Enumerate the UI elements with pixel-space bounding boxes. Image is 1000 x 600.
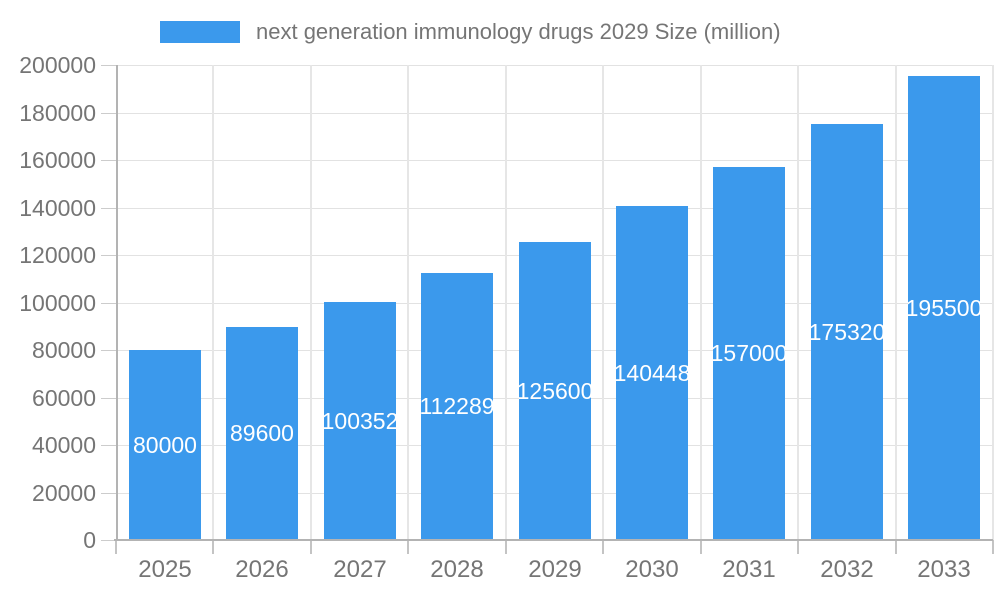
y-axis-tick-label: 120000	[19, 242, 96, 268]
bar-value-label: 80000	[133, 431, 197, 458]
bar-value-label: 125600	[519, 377, 591, 404]
y-axis-tick	[101, 350, 116, 351]
x-axis-tick-label: 2026	[235, 556, 289, 583]
y-axis-tick-label: 100000	[19, 290, 96, 316]
x-axis-tick-label: 2027	[333, 556, 387, 583]
y-axis-line	[116, 65, 118, 540]
x-axis-tick	[602, 540, 604, 554]
bar-2031[interactable]: 157000	[713, 167, 785, 540]
gridline-vertical	[992, 65, 994, 540]
bar-2025[interactable]: 80000	[129, 350, 201, 540]
bar-2033[interactable]: 195500	[908, 76, 980, 540]
y-axis-tick	[101, 65, 116, 66]
x-axis-tick	[797, 540, 799, 554]
y-axis-tick	[101, 303, 116, 304]
y-axis-tick-label: 180000	[19, 100, 96, 126]
gridline-vertical	[505, 65, 507, 540]
y-axis-tick	[101, 208, 116, 209]
y-axis-tick-label: 20000	[32, 480, 96, 506]
x-axis-line	[114, 539, 993, 541]
bar-value-label: 89600	[230, 420, 294, 446]
y-axis-tick-label: 160000	[19, 147, 96, 173]
y-axis-tick	[101, 445, 116, 446]
legend: next generation immunology drugs 2029 Si…	[160, 18, 781, 46]
y-axis-tick	[101, 398, 116, 399]
bar-value-label: 100352	[324, 407, 396, 434]
gridline-horizontal	[116, 65, 993, 66]
y-axis-tick-label: 60000	[32, 385, 96, 411]
y-axis-tick	[101, 160, 116, 161]
x-axis-tick	[505, 540, 507, 554]
gridline-vertical	[407, 65, 409, 540]
y-axis-tick-label: 140000	[19, 195, 96, 221]
gridline-horizontal	[116, 208, 993, 209]
x-axis-tick	[407, 540, 409, 554]
x-axis-tick-label: 2031	[722, 556, 776, 583]
x-axis-tick-label: 2025	[138, 556, 192, 583]
bar-2030[interactable]: 140448	[616, 206, 688, 540]
bar-value-label: 195500	[908, 294, 980, 321]
bar-2026[interactable]: 89600	[226, 327, 298, 540]
y-axis-tick-label: 40000	[32, 432, 96, 458]
y-axis-tick-label: 200000	[19, 52, 96, 78]
bar-2028[interactable]: 112289	[421, 273, 493, 540]
gridline-vertical	[700, 65, 702, 540]
y-axis-tick-label: 0	[83, 527, 96, 553]
x-axis-tick-label: 2033	[917, 556, 971, 583]
x-axis-tick	[700, 540, 702, 554]
x-axis-tick	[310, 540, 312, 554]
bar-value-label: 112289	[421, 393, 493, 419]
plot-area: 80000 89600 100352 112289 125600 140448 157000…	[114, 65, 994, 541]
bar-2032[interactable]: 175320	[811, 124, 883, 540]
gridline-vertical	[797, 65, 799, 540]
x-axis-tick	[212, 540, 214, 554]
gridline-vertical	[310, 65, 312, 540]
x-axis-tick-label: 2029	[528, 556, 582, 583]
y-axis-tick-label: 80000	[32, 337, 96, 363]
y-axis-tick	[101, 540, 116, 541]
gridline-vertical	[212, 65, 214, 540]
x-axis-tick-label: 2028	[430, 556, 484, 583]
legend-label: next generation immunology drugs 2029 Si…	[256, 19, 781, 44]
x-axis-tick	[895, 540, 897, 554]
gridline-horizontal	[116, 160, 993, 161]
bar-value-label: 157000	[713, 340, 785, 366]
y-axis-tick	[101, 493, 116, 494]
bar-2029[interactable]: 125600	[519, 242, 591, 540]
bar-value-label: 175320	[811, 318, 883, 345]
gridline-vertical	[895, 65, 897, 540]
x-axis-tick	[115, 540, 117, 554]
x-axis-tick-label: 2032	[820, 556, 874, 583]
x-axis-tick-label: 2030	[625, 556, 679, 583]
bar-value-label: 140448	[616, 359, 688, 386]
gridline-vertical	[602, 65, 604, 540]
legend-swatch	[160, 21, 240, 43]
x-axis-tick	[992, 540, 994, 554]
bar-2027[interactable]: 100352	[324, 302, 396, 540]
y-axis-tick	[101, 113, 116, 114]
y-axis-tick	[101, 255, 116, 256]
gridline-horizontal	[116, 113, 993, 114]
